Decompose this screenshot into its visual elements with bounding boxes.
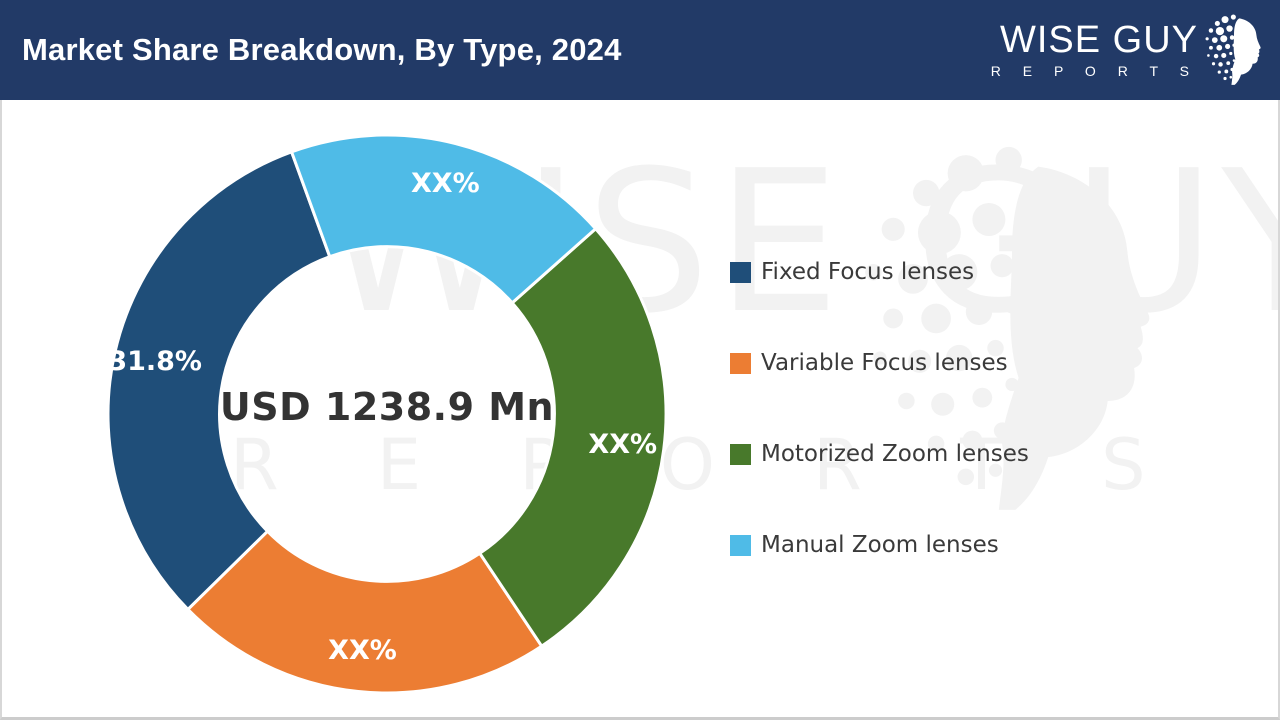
- brand-logo: WISE GUY R E P O R T S: [991, 0, 1266, 100]
- header-bar: Market Share Breakdown, By Type, 2024 WI…: [0, 0, 1280, 100]
- donut-slice: [186, 529, 544, 695]
- legend-label: Motorized Zoom lenses: [761, 440, 1029, 467]
- brand-head-icon: [1202, 13, 1266, 87]
- legend-item-manual-zoom: Manual Zoom lenses: [730, 531, 1029, 558]
- donut-slice: [290, 133, 598, 305]
- slice-label: 31.8%: [108, 346, 202, 377]
- slice-label: XX%: [328, 635, 397, 666]
- donut-slice: [106, 150, 332, 611]
- donut-chart: 31.8% XX% XX% XX%: [106, 133, 668, 695]
- legend-swatch-variable-focus: [730, 352, 751, 374]
- brand-logo-wordmark: WISE GUY: [999, 19, 1198, 61]
- legend-swatch-fixed-focus: [730, 261, 751, 283]
- chart-canvas: WISE GUY R E P O R T S 31.8% XX% XX% XX% US…: [0, 100, 1280, 720]
- chart-legend: Fixed Focus lenses Variable Focus lenses…: [730, 258, 1029, 625]
- donut-center-value: USD 1238.9 Mn: [219, 385, 555, 429]
- legend-label: Variable Focus lenses: [761, 349, 1008, 376]
- legend-label: Manual Zoom lenses: [761, 531, 999, 558]
- legend-item-fixed-focus: Fixed Focus lenses: [730, 258, 1029, 285]
- legend-label: Fixed Focus lenses: [761, 258, 975, 285]
- legend-item-motorized-zoom: Motorized Zoom lenses: [730, 440, 1029, 467]
- page-title: Market Share Breakdown, By Type, 2024: [22, 32, 622, 67]
- legend-swatch-motorized-zoom: [730, 443, 751, 465]
- brand-logo-subtext: R E P O R T S: [990, 63, 1198, 79]
- slice-label: XX%: [588, 429, 657, 460]
- legend-item-variable-focus: Variable Focus lenses: [730, 349, 1029, 376]
- donut-slice: [478, 227, 668, 648]
- legend-swatch-manual-zoom: [730, 534, 751, 556]
- slice-label: XX%: [411, 168, 480, 199]
